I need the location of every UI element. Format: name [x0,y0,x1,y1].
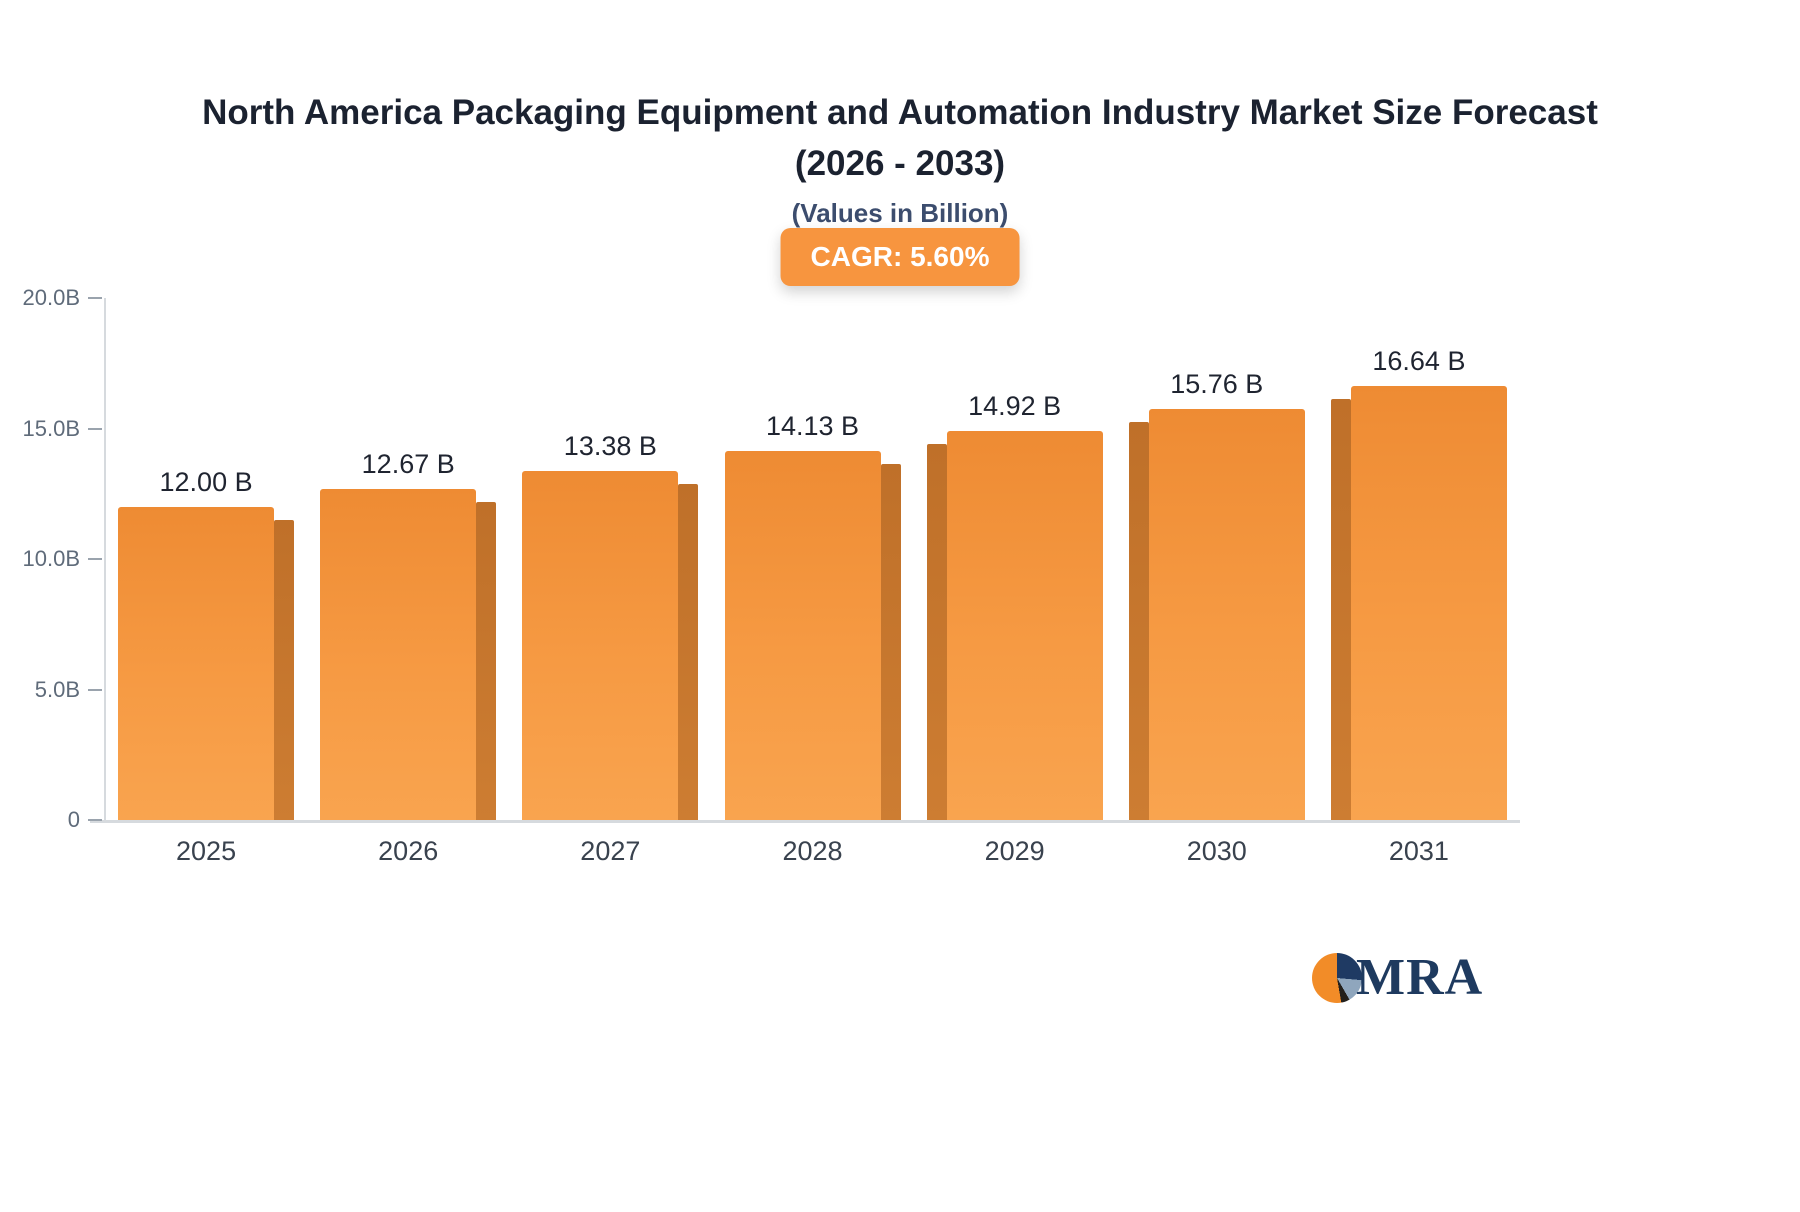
bar-front-face [724,451,881,820]
bar-front-face [320,489,477,820]
y-tick-mark [88,427,102,430]
y-tick-mark [88,688,102,691]
bar-front-face [118,506,275,820]
x-axis-label: 2031 [1388,836,1449,866]
y-tick-label: 15.0B [22,415,81,441]
bar-front-face [946,430,1103,820]
bar-value-label: 14.92 B [968,390,1062,421]
x-axis-label: 2026 [378,836,439,866]
y-tick-label: 10.0B [22,546,81,571]
y-axis-line [104,298,106,822]
bar-2031 [1330,385,1507,820]
bar-2029 [926,430,1103,820]
chart-title-line2: (2026 - 2033) [794,143,1006,183]
bar-value-label: 16.64 B [1372,345,1466,376]
bar-side-face [274,519,295,820]
brand-logo: MRA [1312,948,1483,1007]
bar-side-face [880,464,901,820]
bar-side-face [1128,421,1149,820]
y-tick-label: 5.0B [34,676,80,702]
bar-2025 [118,506,295,820]
y-tick-mark [88,297,102,299]
bar-2030 [1128,408,1305,820]
chart-subtitle: (Values in Billion) [791,198,1009,228]
x-axis-label: 2028 [782,836,843,866]
mra-pie-logo-icon [1312,952,1362,1003]
bar-value-label: 12.67 B [361,449,455,480]
x-axis-label: 2029 [984,836,1045,866]
bar-value-label: 12.00 B [159,466,253,497]
bar-side-face [678,483,699,820]
bar-2027 [522,470,699,820]
bar-front-face [1148,408,1305,820]
bar-front-face [1350,385,1507,820]
chart-title-line1: North America Packaging Equipment and Au… [202,93,1598,132]
brand-logo-text: MRA [1356,949,1484,1006]
bar-front-face [522,470,679,820]
bar-value-label: 14.13 B [765,411,860,442]
chart-title: North America Packaging Equipment and Au… [0,88,1800,190]
bar-value-label: 15.76 B [1170,368,1264,399]
bar-side-face [926,443,947,820]
x-axis-label: 2030 [1186,836,1247,866]
y-tick-label: 20.0B [22,285,81,310]
bar-value-label: 13.38 B [563,430,657,461]
x-axis-label: 2027 [580,836,641,866]
bar-side-face [476,502,497,820]
y-tick-label: 0 [67,807,80,832]
x-axis-baseline [90,820,1520,823]
cagr-badge: CAGR: 5.60% [780,228,1020,286]
y-tick-mark [88,819,102,821]
bar-side-face [1330,398,1351,820]
bar-2026 [320,489,497,820]
x-axis-label: 2025 [176,836,237,866]
bar-2028 [724,451,901,820]
y-tick-mark [88,558,102,560]
